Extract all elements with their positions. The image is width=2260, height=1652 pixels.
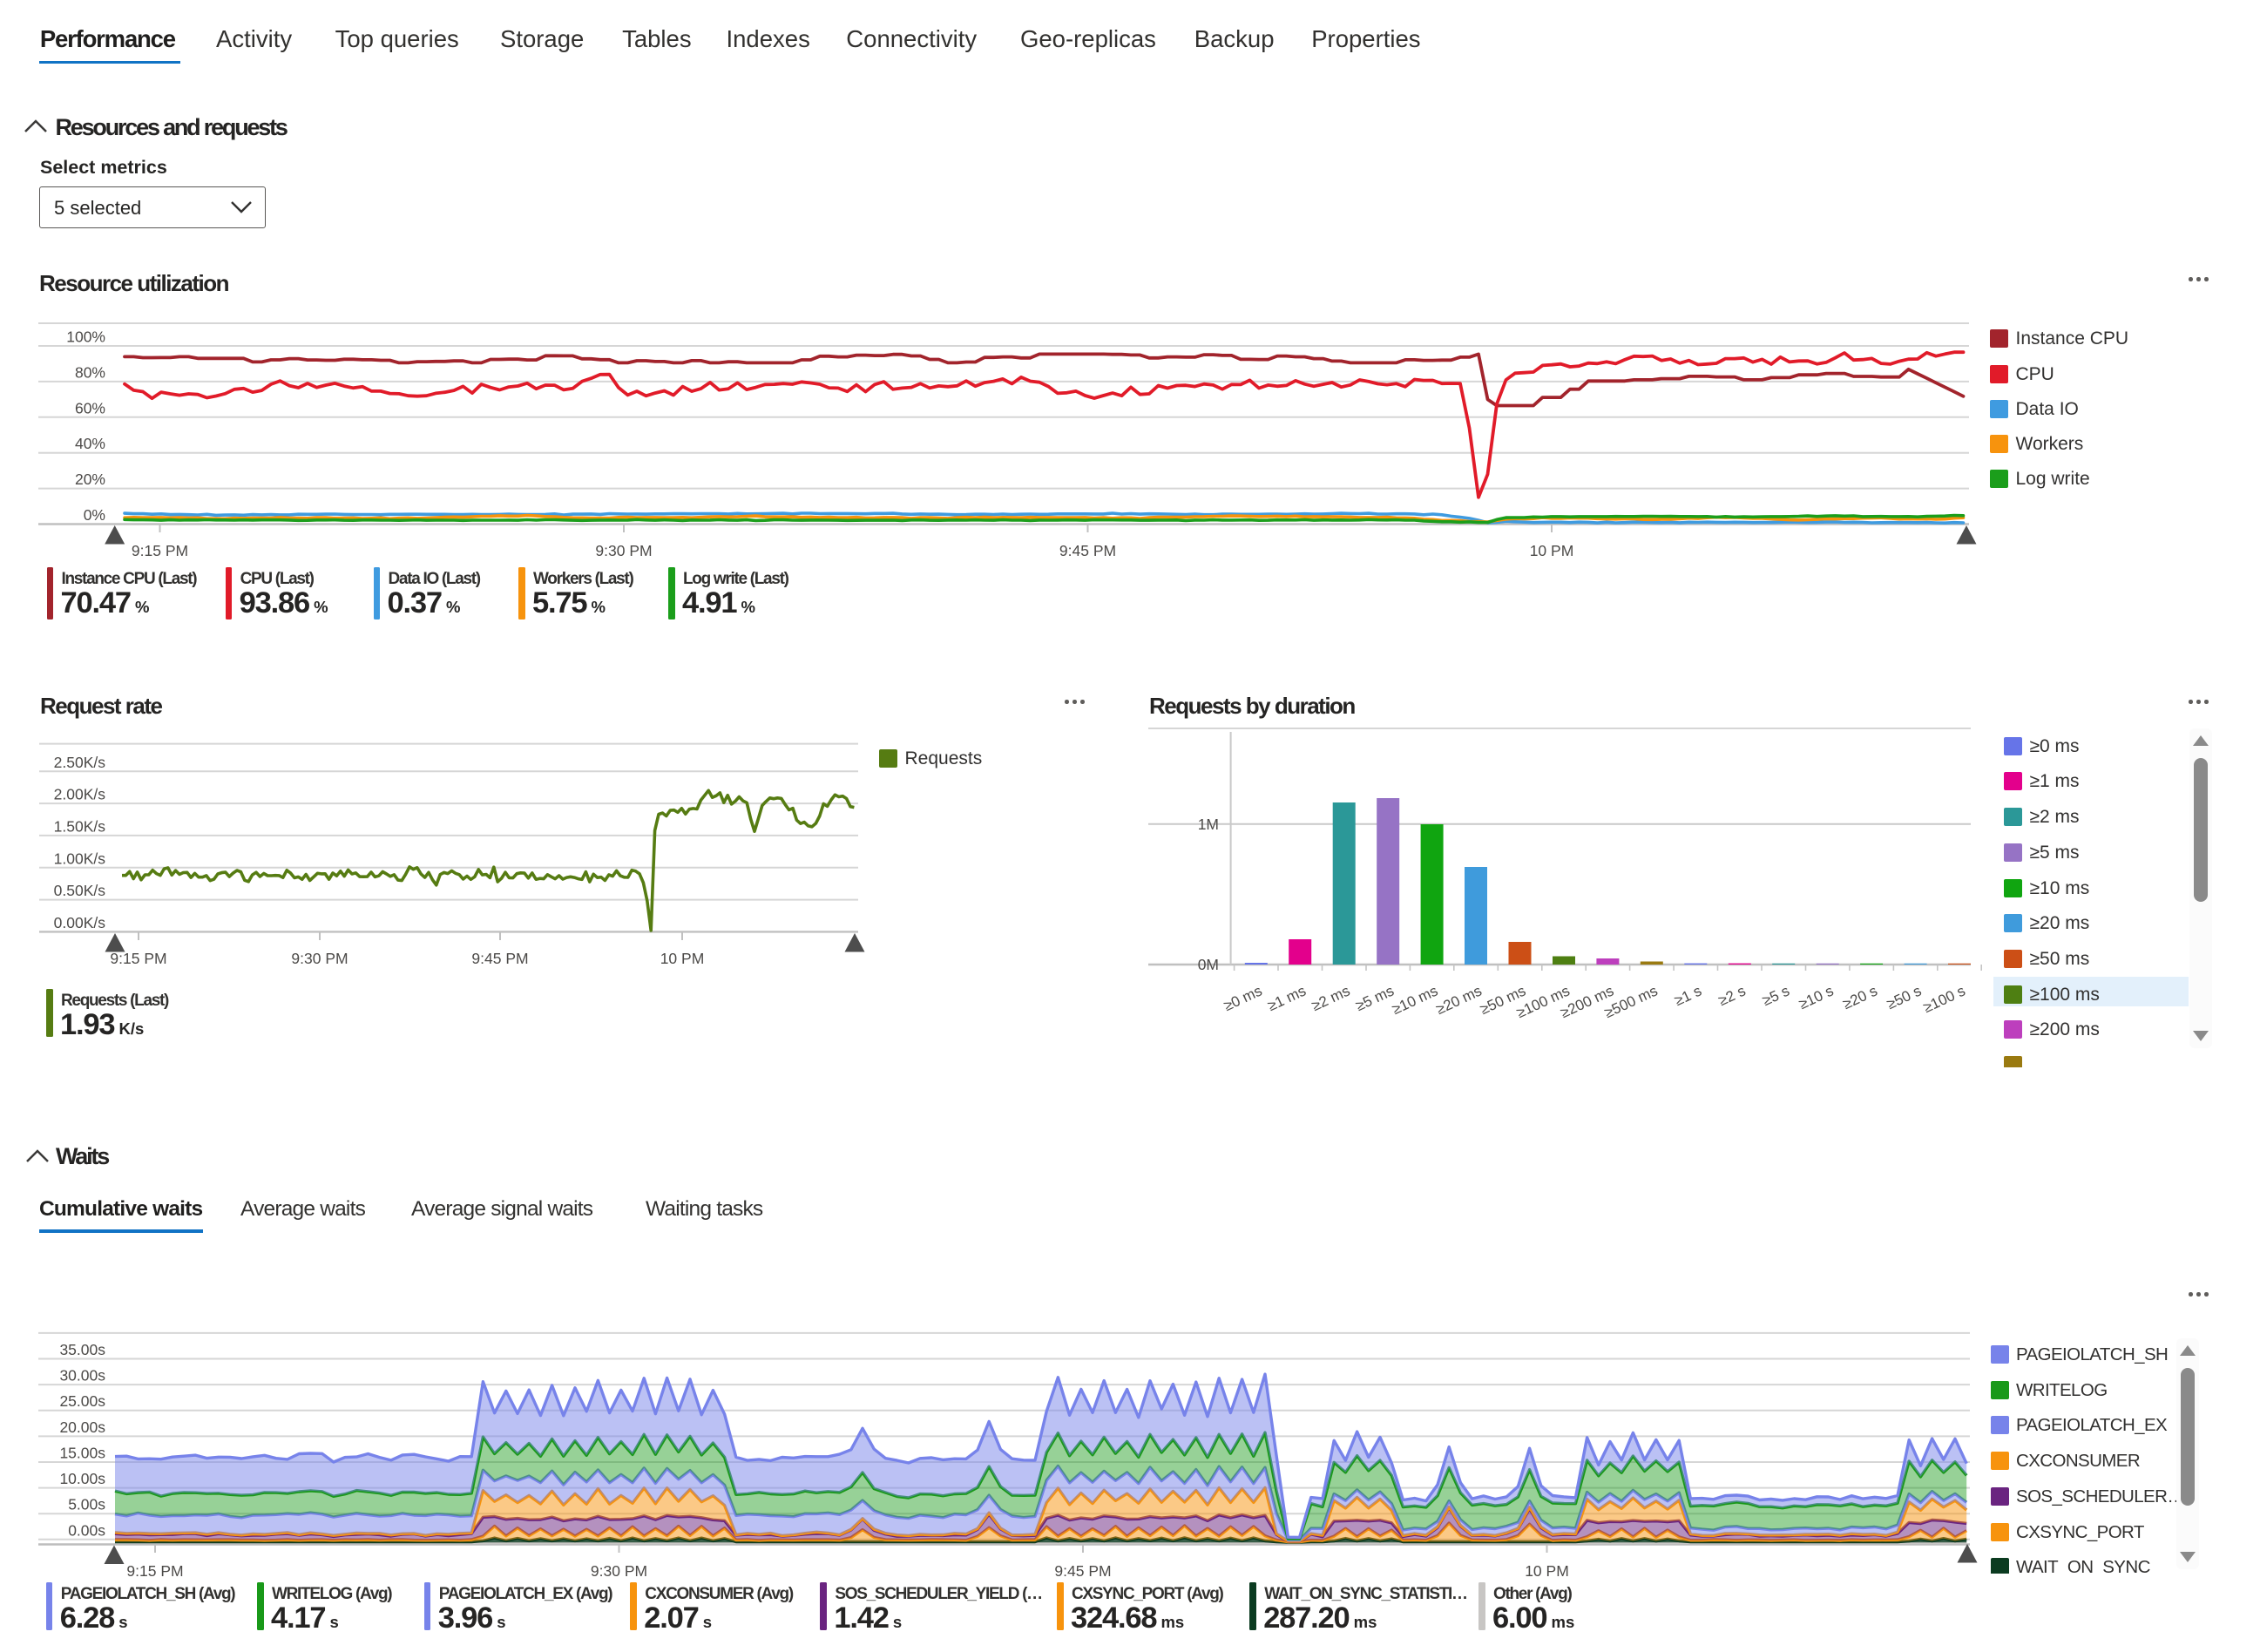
svg-text:1M: 1M: [1198, 816, 1219, 833]
svg-text:2.50K/s: 2.50K/s: [54, 754, 106, 771]
svg-text:9:15 PM: 9:15 PM: [110, 950, 166, 967]
svg-text:10 PM: 10 PM: [1525, 1562, 1569, 1580]
svg-text:35.00s: 35.00s: [59, 1341, 105, 1358]
svg-text:0.00K/s: 0.00K/s: [54, 914, 106, 931]
svg-text:100%: 100%: [66, 328, 105, 346]
svg-text:10.00s: 10.00s: [59, 1470, 105, 1487]
svg-text:9:30 PM: 9:30 PM: [595, 542, 652, 559]
svg-text:40%: 40%: [75, 435, 105, 452]
svg-text:20%: 20%: [75, 471, 105, 488]
svg-text:9:15 PM: 9:15 PM: [126, 1562, 183, 1580]
svg-text:80%: 80%: [75, 363, 105, 381]
svg-text:20.00s: 20.00s: [59, 1418, 105, 1436]
svg-text:0.00s: 0.00s: [68, 1521, 105, 1539]
svg-text:9:45 PM: 9:45 PM: [471, 950, 528, 967]
svg-text:2.00K/s: 2.00K/s: [54, 786, 106, 803]
svg-text:60%: 60%: [75, 399, 105, 416]
svg-text:9:45 PM: 9:45 PM: [1059, 542, 1116, 559]
svg-text:1.50K/s: 1.50K/s: [54, 817, 106, 835]
svg-text:0%: 0%: [84, 506, 105, 524]
svg-text:10 PM: 10 PM: [660, 950, 705, 967]
svg-text:0.50K/s: 0.50K/s: [54, 882, 106, 899]
svg-text:15.00s: 15.00s: [59, 1445, 105, 1462]
svg-text:9:30 PM: 9:30 PM: [291, 950, 348, 967]
svg-text:9:15 PM: 9:15 PM: [132, 542, 188, 559]
svg-text:9:45 PM: 9:45 PM: [1054, 1562, 1111, 1580]
svg-text:9:30 PM: 9:30 PM: [591, 1562, 647, 1580]
svg-text:1.00K/s: 1.00K/s: [54, 850, 106, 867]
svg-text:5.00s: 5.00s: [68, 1496, 105, 1513]
svg-text:0M: 0M: [1198, 956, 1219, 973]
svg-text:25.00s: 25.00s: [59, 1392, 105, 1410]
svg-text:30.00s: 30.00s: [59, 1367, 105, 1385]
svg-text:10 PM: 10 PM: [1530, 542, 1574, 559]
